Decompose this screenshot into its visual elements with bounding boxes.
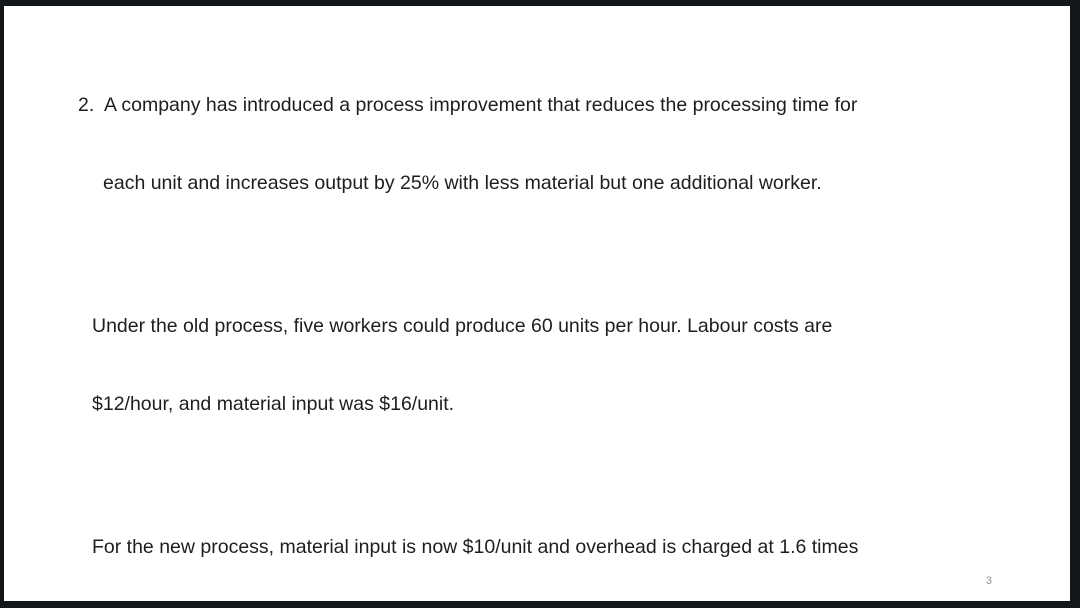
old-process-paragraph: Under the old process, five workers coul… [92,261,1070,469]
text-line: For the new process, material input is n… [92,536,859,558]
text-line: each unit and increases output by 25% wi… [103,172,822,194]
slide: 2. A company has introduced a process im… [4,6,1070,601]
page-number: 3 [985,575,992,587]
text-line: 2. A company has introduced a process im… [78,94,858,116]
new-process-paragraph: For the new process, material input is n… [92,482,1070,608]
text-line: Under the old process, five workers coul… [92,315,833,337]
text-line: $12/hour, and material input was $16/uni… [92,393,455,415]
problem-statement: 2. A company has introduced a process im… [78,40,1070,248]
